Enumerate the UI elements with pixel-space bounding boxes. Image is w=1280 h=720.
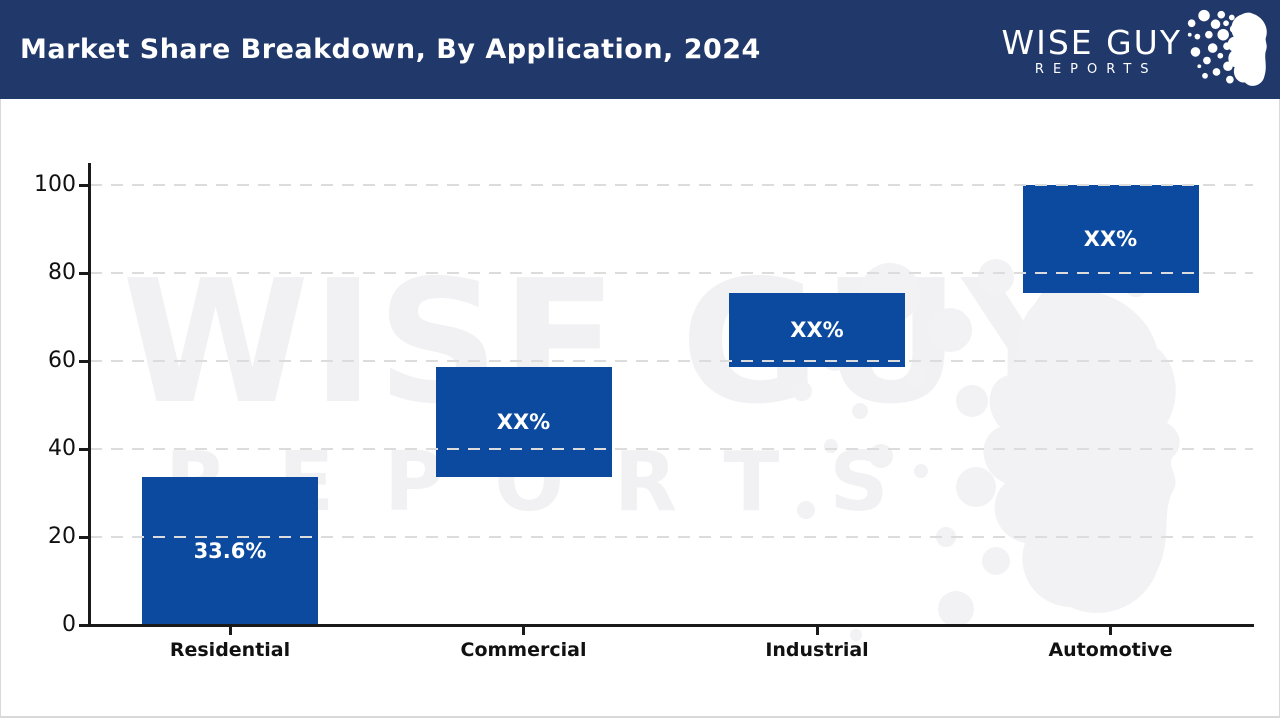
y-tick-mark bbox=[79, 271, 90, 275]
y-tick-mark bbox=[79, 535, 90, 539]
bar-value-label: XX% bbox=[1083, 226, 1138, 251]
bar-value-label: XX% bbox=[496, 410, 551, 435]
gridline-80 bbox=[90, 272, 1253, 274]
x-tick-mark bbox=[1109, 627, 1112, 635]
y-tick-label: 80 bbox=[48, 260, 76, 285]
bottom-divider bbox=[0, 716, 1280, 718]
logo-wordmark: WISE GUY REPORTS bbox=[1001, 26, 1182, 77]
gridline-40 bbox=[90, 448, 1253, 450]
x-axis-line bbox=[88, 624, 1254, 627]
logo-wordmark-line2: REPORTS bbox=[1034, 61, 1158, 77]
bar-value-label: 33.6% bbox=[193, 539, 267, 564]
x-tick-mark bbox=[228, 627, 232, 635]
header: Market Share Breakdown, By Application, … bbox=[0, 0, 1280, 99]
chart-title: Market Share Breakdown, By Application, … bbox=[20, 34, 761, 65]
y-tick-label: 20 bbox=[48, 524, 76, 549]
gridline-100 bbox=[90, 184, 1253, 186]
page-border-left bbox=[0, 99, 1, 718]
bar-automotive bbox=[1022, 185, 1199, 293]
y-tick-label: 0 bbox=[62, 612, 76, 637]
wise-guy-logo: WISE GUY REPORTS bbox=[1001, 0, 1270, 99]
y-tick-label: 40 bbox=[48, 436, 76, 461]
y-tick-mark bbox=[79, 359, 90, 363]
bar-commercial bbox=[435, 367, 612, 478]
x-category-label: Industrial bbox=[765, 639, 869, 661]
bar-residential bbox=[142, 477, 318, 625]
y-tick-mark bbox=[79, 183, 90, 187]
y-tick-mark bbox=[79, 623, 90, 627]
bar-industrial bbox=[729, 292, 905, 368]
y-tick-mark bbox=[79, 447, 90, 451]
logo-head-icon bbox=[1187, 9, 1267, 86]
x-tick-mark bbox=[815, 627, 819, 635]
y-axis-line bbox=[88, 163, 91, 627]
bar-value-label: XX% bbox=[790, 317, 844, 342]
x-category-label: Residential bbox=[169, 639, 291, 661]
gridline-20 bbox=[90, 536, 1253, 538]
logo-wordmark-line1: WISE GUY bbox=[1001, 23, 1182, 63]
x-tick-mark bbox=[522, 627, 525, 635]
y-tick-label: 60 bbox=[48, 348, 76, 373]
gridline-60 bbox=[90, 360, 1253, 362]
x-category-label: Automotive bbox=[1048, 639, 1173, 661]
y-tick-label: 100 bbox=[34, 172, 76, 197]
x-category-label: Commercial bbox=[460, 639, 587, 661]
